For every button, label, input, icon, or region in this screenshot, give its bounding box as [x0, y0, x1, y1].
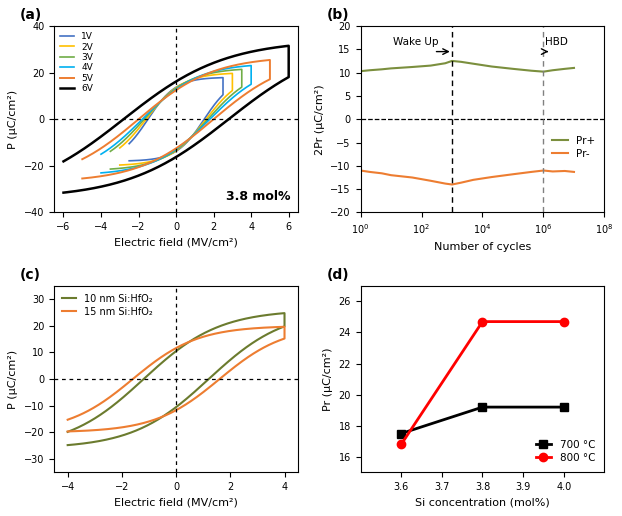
Line: Pr+: Pr+ — [361, 61, 574, 72]
Y-axis label: 2Pr (μC/cm²): 2Pr (μC/cm²) — [315, 84, 325, 154]
Pr- — [527, 169, 535, 175]
Pr+ — [448, 58, 456, 64]
Pr+ — [378, 66, 386, 72]
Text: (a): (a) — [20, 8, 42, 22]
Pr- — [357, 167, 364, 173]
Pr- — [427, 178, 434, 184]
800 °C — [479, 318, 486, 325]
Text: (d): (d) — [327, 268, 349, 282]
Pr+ — [488, 63, 495, 70]
Text: Wake Up: Wake Up — [394, 37, 439, 47]
Legend: 700 °C, 800 °C: 700 °C, 800 °C — [531, 436, 599, 467]
X-axis label: Electric field (MV/cm²): Electric field (MV/cm²) — [114, 497, 238, 508]
Pr+ — [470, 60, 477, 67]
X-axis label: Electric field (MV/cm²): Electric field (MV/cm²) — [114, 238, 238, 248]
Pr- — [448, 182, 456, 188]
Pr- — [366, 169, 373, 175]
Pr- — [570, 169, 578, 175]
Y-axis label: P (μC/cm²): P (μC/cm²) — [8, 349, 18, 409]
Pr- — [388, 172, 395, 178]
Pr+ — [366, 67, 373, 73]
Pr- — [509, 171, 517, 178]
Pr+ — [457, 59, 465, 65]
Line: 700 °C: 700 °C — [397, 403, 568, 438]
800 °C — [560, 318, 567, 325]
Y-axis label: P (μC/cm²): P (μC/cm²) — [8, 90, 18, 149]
Text: 3.8 mol%: 3.8 mol% — [226, 190, 290, 203]
700 °C — [479, 404, 486, 410]
Pr- — [409, 174, 416, 181]
Pr+ — [509, 66, 517, 72]
X-axis label: Si concentration (mol%): Si concentration (mol%) — [415, 497, 550, 508]
Pr- — [540, 167, 547, 173]
Y-axis label: Pr (μC/cm²): Pr (μC/cm²) — [323, 347, 333, 411]
Pr- — [457, 180, 465, 186]
Pr+ — [549, 67, 557, 73]
Pr+ — [388, 66, 395, 72]
Text: (b): (b) — [327, 8, 349, 22]
Pr+ — [561, 66, 569, 72]
Pr- — [378, 170, 386, 176]
Pr- — [470, 177, 477, 183]
Pr- — [549, 168, 557, 174]
Pr- — [561, 168, 569, 174]
X-axis label: Number of cycles: Number of cycles — [434, 241, 531, 252]
Line: 800 °C: 800 °C — [397, 317, 568, 448]
Pr+ — [409, 64, 416, 70]
Pr+ — [442, 60, 449, 67]
700 °C — [397, 430, 405, 437]
Pr+ — [570, 65, 578, 71]
800 °C — [397, 441, 405, 447]
Pr- — [442, 181, 449, 187]
Pr+ — [427, 62, 434, 69]
Legend: 1V, 2V, 3V, 4V, 5V, 6V: 1V, 2V, 3V, 4V, 5V, 6V — [58, 30, 95, 95]
Text: (c): (c) — [20, 268, 41, 282]
Pr+ — [357, 68, 364, 74]
Pr+ — [527, 68, 535, 74]
Legend: Pr+, Pr-: Pr+, Pr- — [548, 132, 599, 163]
Pr- — [488, 174, 495, 180]
700 °C — [560, 404, 567, 410]
Legend: 10 nm Si:HfO₂, 15 nm Si:HfO₂: 10 nm Si:HfO₂, 15 nm Si:HfO₂ — [59, 291, 156, 319]
Line: Pr-: Pr- — [361, 170, 574, 185]
Pr+ — [540, 69, 547, 75]
Text: HBD: HBD — [545, 37, 568, 47]
